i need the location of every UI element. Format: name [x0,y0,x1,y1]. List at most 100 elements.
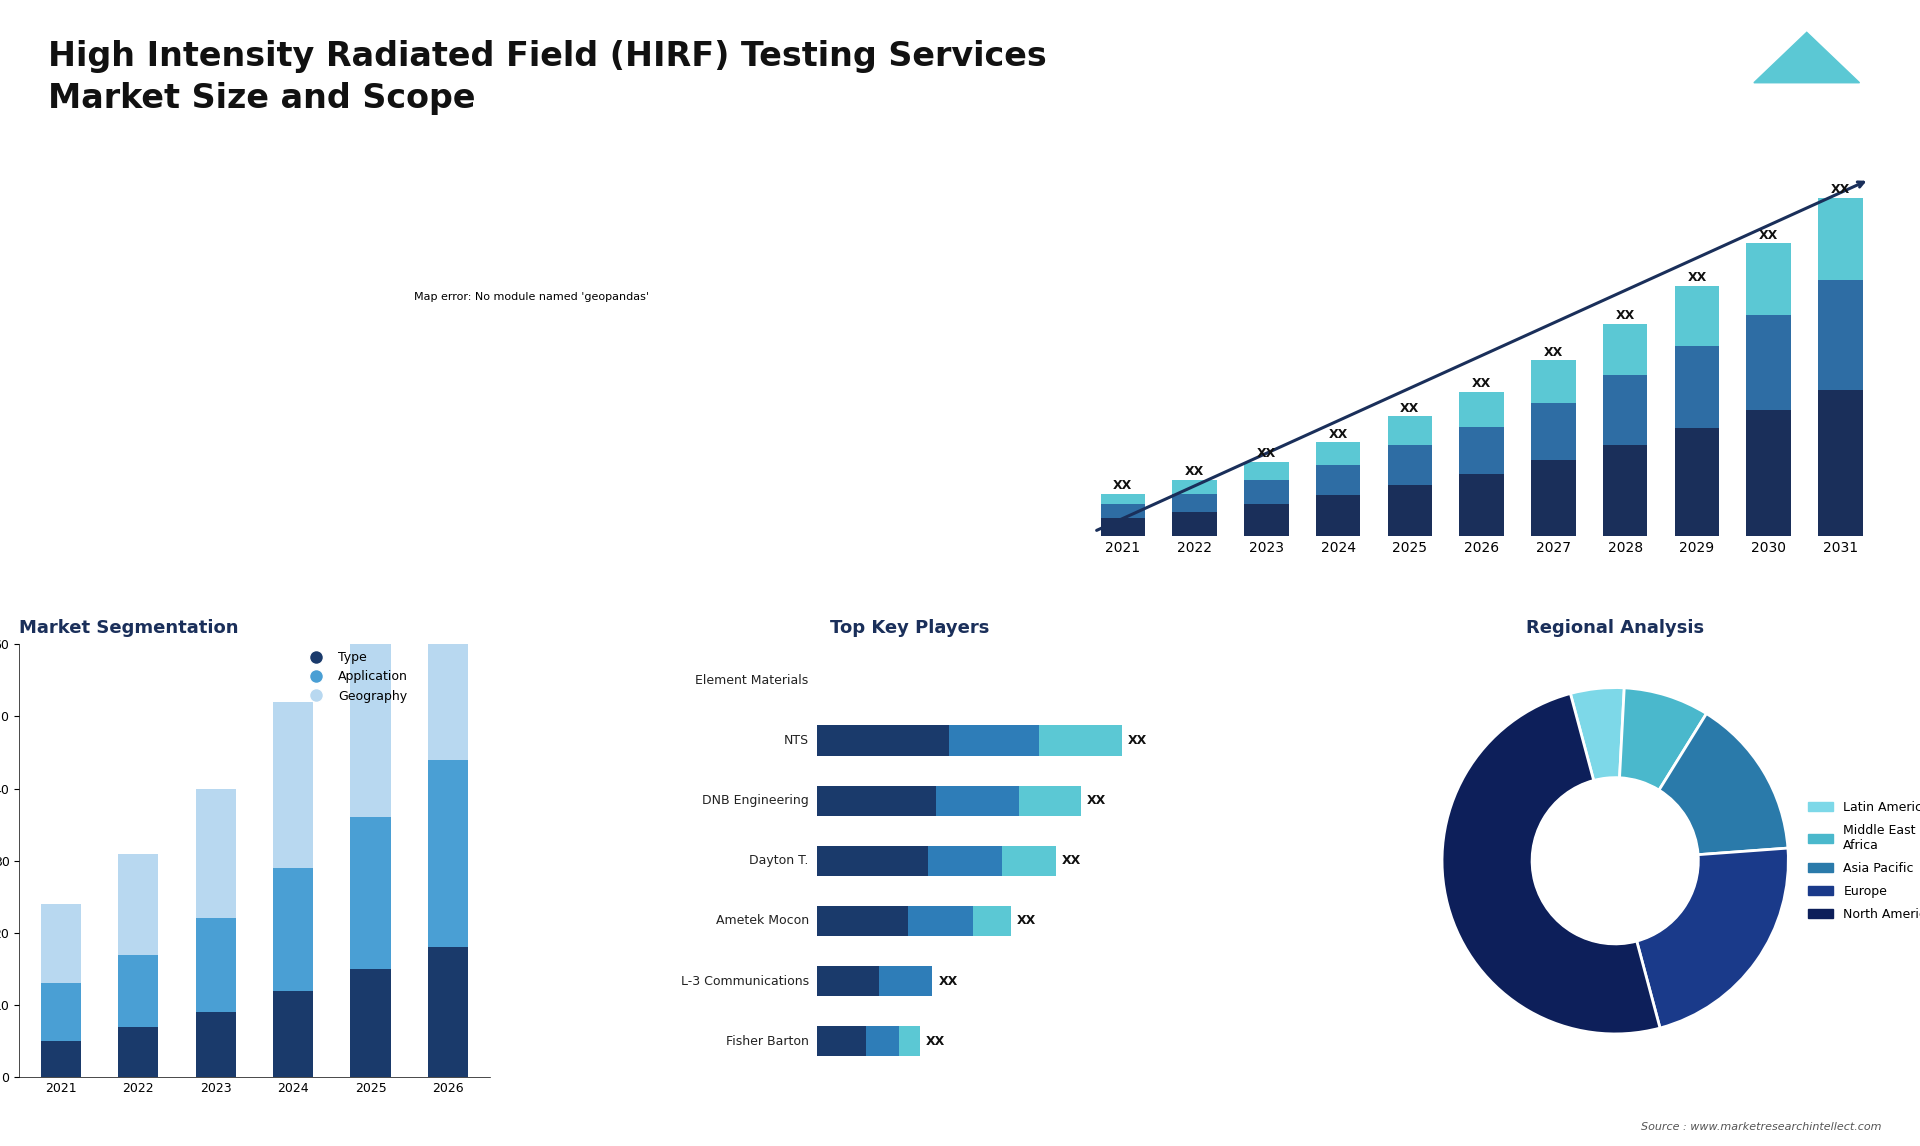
Bar [1173,512,1217,536]
Wedge shape [1659,714,1788,855]
Legend: Type, Application, Geography: Type, Application, Geography [298,646,413,708]
Bar [816,846,927,876]
Bar [1674,346,1718,429]
Bar [816,786,937,816]
Bar [1459,426,1503,474]
Bar [1244,462,1288,480]
Text: High Intensity Radiated Field (HIRF) Testing Services
Market Size and Scope: High Intensity Radiated Field (HIRF) Tes… [48,40,1046,116]
Text: XX: XX [1688,272,1707,284]
Bar [351,615,392,817]
Text: XX: XX [1185,465,1204,478]
Polygon shape [1755,32,1859,83]
Bar [948,725,1039,755]
Text: DNB Engineering: DNB Engineering [703,794,808,807]
Bar [908,905,973,936]
Bar [1388,416,1432,445]
Bar [117,955,157,1027]
Bar [1100,518,1144,536]
Bar [1459,392,1503,426]
Bar [196,788,236,918]
Text: NTS: NTS [783,735,808,747]
Text: INTELLECT: INTELLECT [1755,126,1809,135]
Text: XX: XX [1329,427,1348,440]
Text: Source : www.marketresearchintellect.com: Source : www.marketresearchintellect.com [1642,1122,1882,1132]
Text: Market Segmentation: Market Segmentation [19,619,238,637]
Text: Dayton T.: Dayton T. [749,854,808,868]
Circle shape [1532,778,1699,944]
Bar [273,702,313,868]
Bar [816,1026,866,1057]
Bar [1530,402,1576,461]
Text: Fisher Barton: Fisher Barton [726,1035,808,1047]
Text: Ametek Mocon: Ametek Mocon [716,915,808,927]
Bar [1747,243,1791,315]
Bar [816,905,908,936]
Bar [351,970,392,1077]
Bar [1020,786,1081,816]
Text: XX: XX [1544,346,1563,359]
Bar [1315,465,1361,495]
Bar [273,868,313,990]
Bar [40,983,81,1042]
Text: Map error: No module named 'geopandas': Map error: No module named 'geopandas' [415,292,649,301]
Bar [40,1042,81,1077]
Bar [1244,504,1288,536]
Bar [1603,323,1647,375]
Text: XX: XX [1127,735,1146,747]
Bar [1388,485,1432,536]
Text: L-3 Communications: L-3 Communications [680,974,808,988]
Bar [1315,495,1361,536]
Text: XX: XX [1759,229,1778,242]
Wedge shape [1442,693,1661,1034]
Bar [866,1026,899,1057]
Bar [1388,445,1432,485]
Text: XX: XX [1258,447,1277,461]
Bar [1173,494,1217,512]
Bar [1244,480,1288,504]
Bar [351,817,392,970]
Text: MARKET: MARKET [1761,91,1803,100]
Bar [273,990,313,1077]
Bar [816,725,948,755]
Bar [196,1012,236,1077]
Bar [1674,285,1718,346]
Bar [937,786,1020,816]
Bar [1100,504,1144,518]
Bar [1818,391,1862,536]
Bar [428,948,468,1077]
Bar [1173,480,1217,494]
Bar [879,966,933,996]
Bar [1002,846,1056,876]
Text: XX: XX [925,1035,945,1047]
Title: Top Key Players: Top Key Players [829,619,989,637]
Wedge shape [1620,688,1707,790]
Bar [1603,375,1647,445]
Text: XX: XX [1832,183,1851,196]
Bar [428,508,468,760]
Bar [1039,725,1121,755]
Bar [1530,461,1576,536]
Text: XX: XX [1062,854,1081,868]
Bar [1747,410,1791,536]
Polygon shape [1701,32,1807,83]
Bar [927,846,1002,876]
Title: Regional Analysis: Regional Analysis [1526,619,1705,637]
Bar [1818,198,1862,280]
Text: XX: XX [1473,377,1492,391]
Wedge shape [1636,848,1788,1028]
Wedge shape [1571,688,1624,780]
Bar [1747,315,1791,410]
Text: RESEARCH: RESEARCH [1755,109,1809,118]
Bar [1459,474,1503,536]
Bar [899,1026,920,1057]
Bar [117,854,157,955]
Bar [973,905,1010,936]
Text: XX: XX [1018,915,1037,927]
Bar [816,966,879,996]
Bar [117,1027,157,1077]
Bar [40,904,81,983]
Bar [196,918,236,1012]
Text: XX: XX [1615,309,1634,322]
Bar [1530,360,1576,402]
Bar [1315,442,1361,465]
